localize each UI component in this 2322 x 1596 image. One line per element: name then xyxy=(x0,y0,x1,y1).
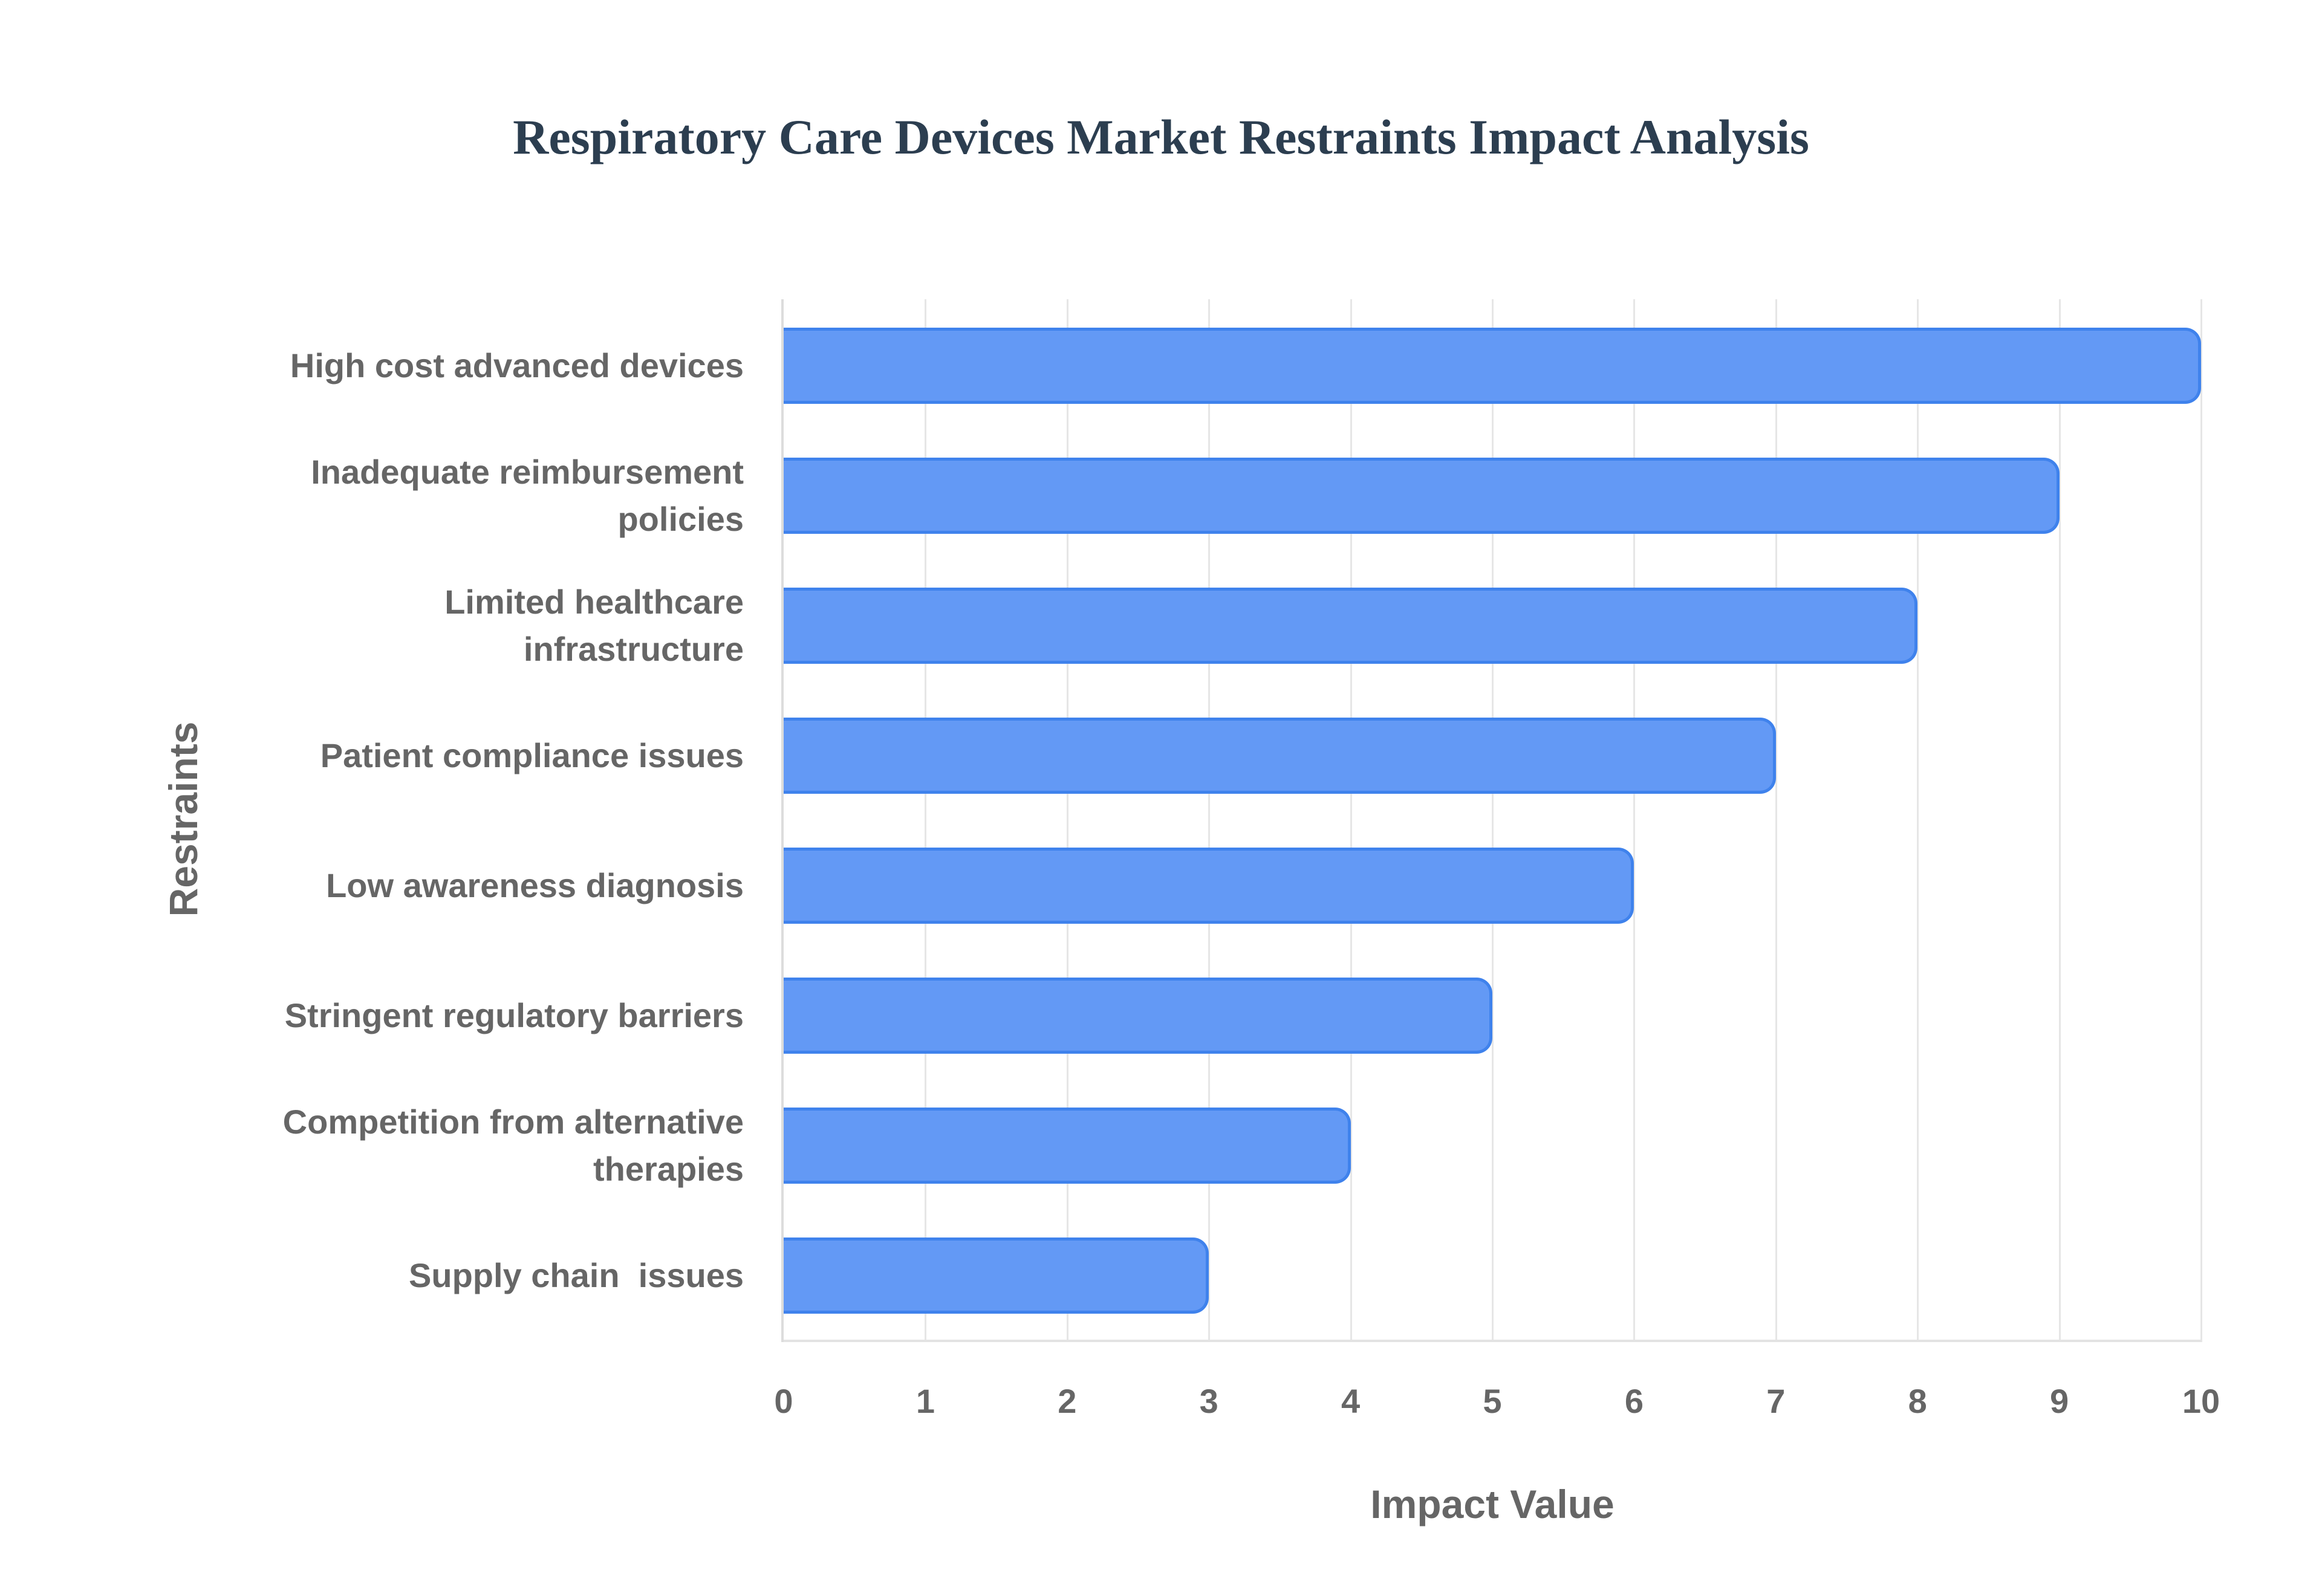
gridline xyxy=(2058,299,2061,1342)
y-category-label-line: Stringent regulatory barriers xyxy=(284,996,744,1034)
x-axis-title: Impact Value xyxy=(1370,1482,1615,1526)
y-category-label: Patient compliance issues xyxy=(139,732,744,779)
bar[interactable] xyxy=(784,328,2201,404)
y-category-label-line: policies xyxy=(617,500,744,538)
y-category-label: Competition from alternative therapies xyxy=(139,1098,744,1193)
gridline xyxy=(1066,299,1068,1342)
y-category-label: Inadequate reimbursement policies xyxy=(139,449,744,543)
y-category-label-line: Supply chain issues xyxy=(409,1256,744,1294)
y-category-label-line: Low awareness diagnosis xyxy=(326,866,744,904)
gridline xyxy=(1775,299,1777,1342)
bar[interactable] xyxy=(784,588,1918,664)
gridline xyxy=(925,299,927,1342)
x-axis-line xyxy=(784,1340,2201,1342)
bar[interactable] xyxy=(784,848,1634,924)
y-category-label-line: High cost advanced devices xyxy=(290,346,744,384)
bar[interactable] xyxy=(784,978,1492,1054)
x-tick-label: 3 xyxy=(1199,1382,1218,1420)
y-category-label-line: Inadequate reimbursement xyxy=(311,453,744,491)
x-tick-label: 0 xyxy=(774,1382,793,1420)
y-category-label-line: Patient compliance issues xyxy=(320,736,744,774)
bar[interactable] xyxy=(784,1238,1209,1314)
plot-area xyxy=(781,299,2202,1342)
y-category-label: Low awareness diagnosis xyxy=(139,862,744,909)
y-category-label-line: Limited healthcare xyxy=(444,583,744,621)
bar[interactable] xyxy=(784,718,1776,794)
bar[interactable] xyxy=(784,1108,1351,1184)
x-tick-label: 4 xyxy=(1341,1382,1361,1420)
y-axis-line xyxy=(781,299,784,1342)
bar[interactable] xyxy=(784,458,2060,534)
x-tick-label: 9 xyxy=(2050,1382,2069,1420)
y-category-label-line: infrastructure xyxy=(523,630,744,668)
y-category-label: Limited healthcare infrastructure xyxy=(139,579,744,673)
gridline xyxy=(1350,299,1352,1342)
x-tick-label: 8 xyxy=(1908,1382,1927,1420)
gridline xyxy=(1633,299,1636,1342)
x-tick-label: 1 xyxy=(915,1382,935,1420)
gridline xyxy=(1208,299,1211,1342)
y-category-label-line: therapies xyxy=(593,1150,744,1188)
x-tick-label: 2 xyxy=(1058,1382,1077,1420)
y-category-label-line: Competition from alternative xyxy=(282,1103,744,1141)
chart-title: Respiratory Care Devices Market Restrain… xyxy=(513,109,1809,164)
gridline xyxy=(1492,299,1494,1342)
y-category-label: Stringent regulatory barriers xyxy=(139,992,744,1039)
x-tick-label: 6 xyxy=(1624,1382,1644,1420)
x-tick-label: 10 xyxy=(2182,1382,2220,1420)
gridline xyxy=(1917,299,1919,1342)
x-tick-label: 5 xyxy=(1483,1382,1502,1420)
y-category-label: High cost advanced devices xyxy=(139,342,744,389)
y-category-label: Supply chain issues xyxy=(139,1252,744,1299)
x-tick-label: 7 xyxy=(1766,1382,1786,1420)
gridline xyxy=(2200,299,2202,1342)
